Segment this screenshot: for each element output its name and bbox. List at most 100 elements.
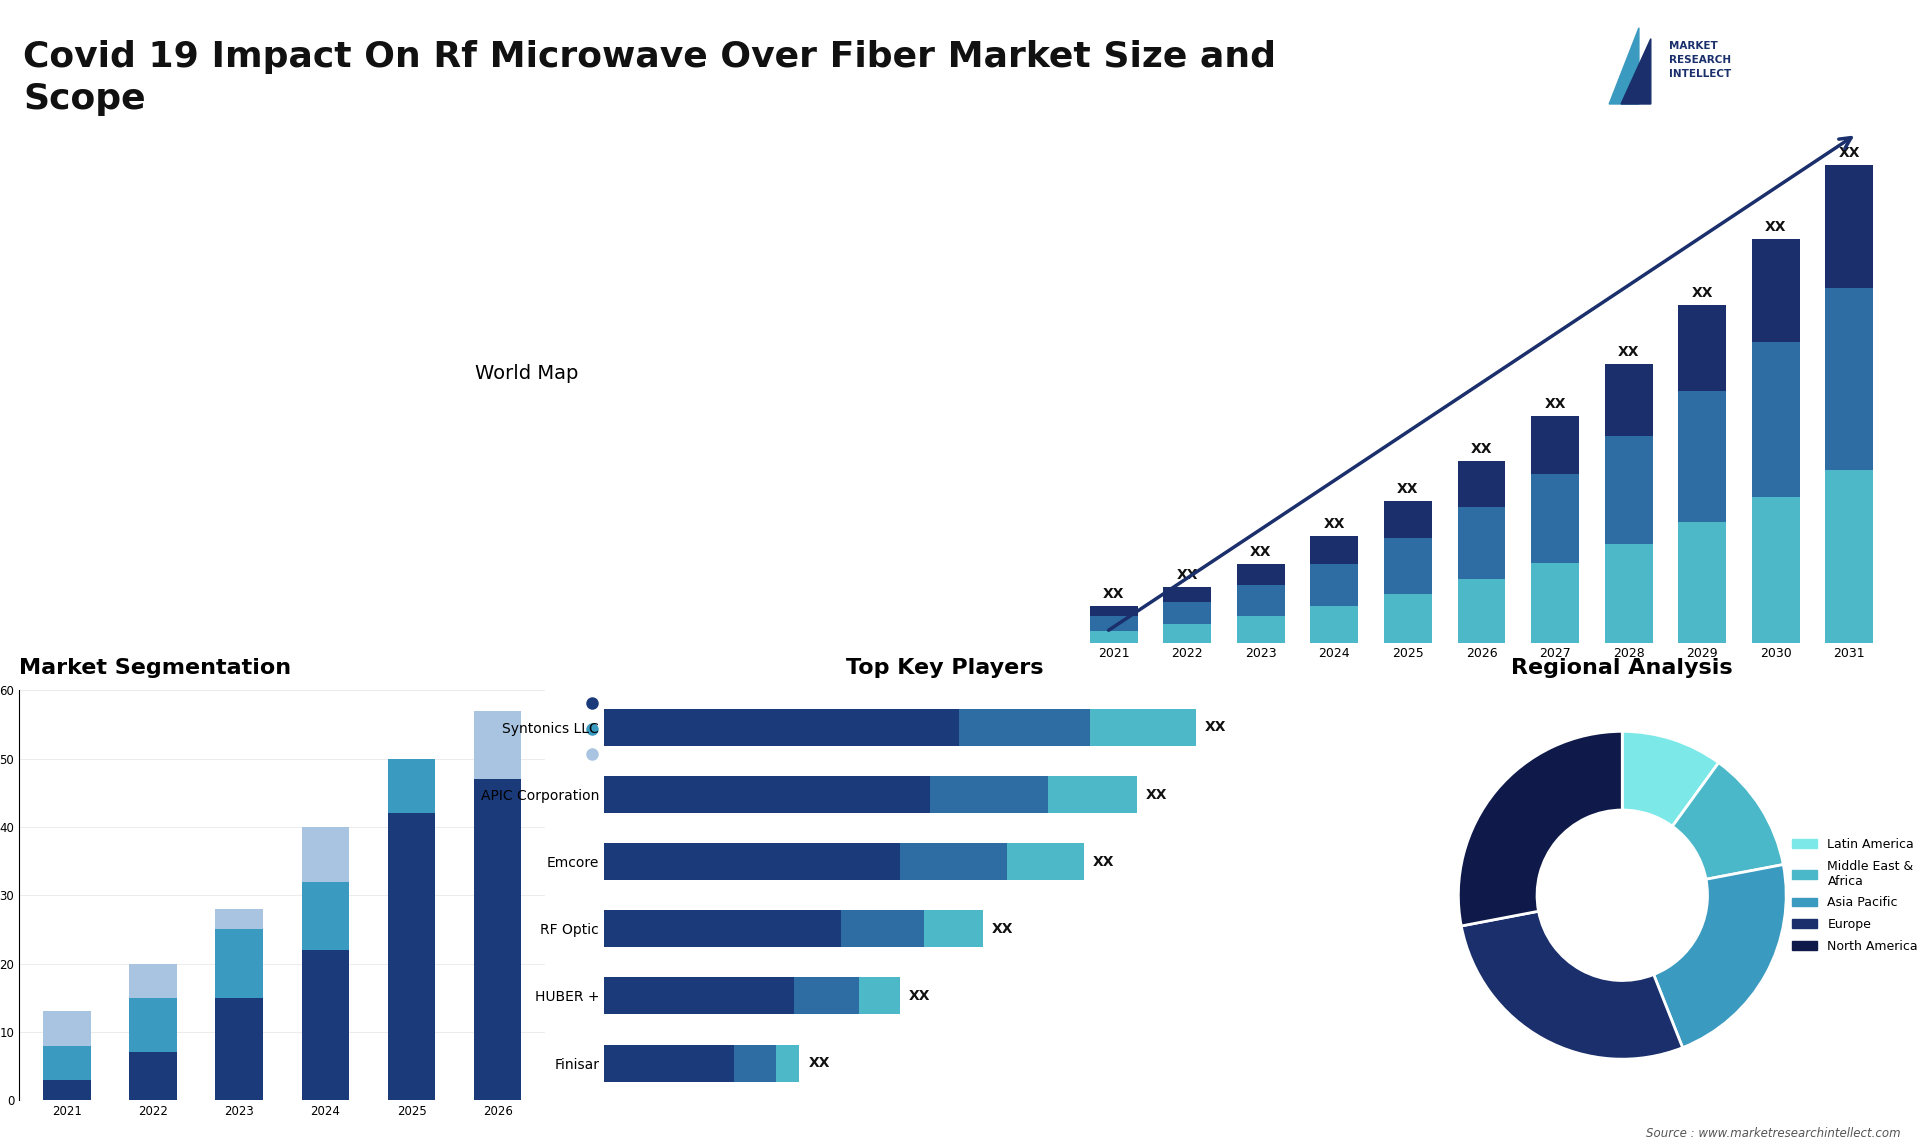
Bar xyxy=(1164,602,1212,625)
Bar xyxy=(929,776,1048,813)
Legend: Application, Product, Geography: Application, Product, Geography xyxy=(578,697,691,762)
Text: XX: XX xyxy=(1250,545,1271,559)
Bar xyxy=(1384,594,1432,643)
Bar xyxy=(605,709,960,746)
Bar xyxy=(215,909,263,929)
Bar xyxy=(388,814,436,1100)
Bar xyxy=(1236,564,1284,584)
Bar xyxy=(1678,392,1726,523)
Bar xyxy=(301,881,349,950)
Bar xyxy=(129,1052,177,1100)
Bar xyxy=(1006,843,1083,880)
Bar xyxy=(776,1045,799,1082)
Bar xyxy=(129,998,177,1052)
Text: MARKET
RESEARCH
INTELLECT: MARKET RESEARCH INTELLECT xyxy=(1668,41,1732,79)
Bar xyxy=(841,910,924,948)
Bar xyxy=(474,779,522,1100)
Bar xyxy=(1678,523,1726,643)
Text: XX: XX xyxy=(1146,787,1167,801)
Bar xyxy=(42,1080,90,1100)
Bar xyxy=(1384,539,1432,594)
Wedge shape xyxy=(1622,731,1718,826)
Bar xyxy=(1311,564,1357,606)
Text: Market Segmentation: Market Segmentation xyxy=(19,658,292,677)
Bar xyxy=(474,711,522,779)
Bar xyxy=(605,843,900,880)
Text: XX: XX xyxy=(1764,220,1786,234)
Bar xyxy=(1091,615,1137,630)
Bar xyxy=(605,910,841,948)
Bar xyxy=(301,827,349,881)
Bar xyxy=(733,1045,776,1082)
Bar xyxy=(858,978,900,1014)
Text: Source : www.marketresearchintellect.com: Source : www.marketresearchintellect.com xyxy=(1645,1128,1901,1140)
Bar xyxy=(1236,615,1284,643)
Bar xyxy=(1751,238,1799,343)
Text: XX: XX xyxy=(1692,286,1713,300)
Bar xyxy=(1826,470,1874,643)
Bar xyxy=(924,910,983,948)
Bar xyxy=(1164,625,1212,643)
Text: XX: XX xyxy=(1323,517,1346,531)
Text: XX: XX xyxy=(1471,441,1492,456)
Text: XX: XX xyxy=(1092,855,1114,869)
Bar xyxy=(42,1012,90,1045)
Bar xyxy=(1826,288,1874,470)
Text: XX: XX xyxy=(1544,398,1567,411)
Wedge shape xyxy=(1461,911,1682,1059)
Wedge shape xyxy=(1653,864,1786,1047)
Bar xyxy=(1091,606,1137,615)
Bar xyxy=(793,978,858,1014)
Legend: Latin America, Middle East &
Africa, Asia Pacific, Europe, North America: Latin America, Middle East & Africa, Asi… xyxy=(1793,838,1918,952)
Wedge shape xyxy=(1459,731,1622,926)
Bar xyxy=(1457,579,1505,643)
Bar xyxy=(1311,606,1357,643)
Bar xyxy=(1384,501,1432,539)
Text: XX: XX xyxy=(908,989,931,1003)
Bar xyxy=(1048,776,1137,813)
Wedge shape xyxy=(1672,762,1784,879)
Bar xyxy=(42,1045,90,1080)
Text: XX: XX xyxy=(1619,345,1640,360)
Bar xyxy=(129,964,177,998)
Bar xyxy=(1605,435,1653,544)
Bar xyxy=(1530,416,1578,474)
Bar xyxy=(1530,474,1578,563)
Text: XX: XX xyxy=(1206,721,1227,735)
Bar xyxy=(1530,563,1578,643)
Title: Top Key Players: Top Key Players xyxy=(847,658,1043,677)
Bar xyxy=(605,1045,733,1082)
Bar xyxy=(1457,461,1505,508)
Bar xyxy=(388,759,436,814)
Bar xyxy=(605,776,929,813)
Bar xyxy=(960,709,1089,746)
Bar xyxy=(1826,165,1874,288)
Text: XX: XX xyxy=(1102,587,1125,601)
Polygon shape xyxy=(1620,39,1651,104)
Bar xyxy=(1605,544,1653,643)
Text: XX: XX xyxy=(1839,146,1860,159)
Bar xyxy=(1678,305,1726,392)
Bar xyxy=(1457,508,1505,579)
Bar xyxy=(215,998,263,1100)
Bar xyxy=(605,978,793,1014)
Text: XX: XX xyxy=(1398,482,1419,496)
Text: XX: XX xyxy=(808,1057,829,1070)
Bar xyxy=(301,950,349,1100)
Title: Regional Analysis: Regional Analysis xyxy=(1511,658,1734,677)
Bar xyxy=(900,843,1006,880)
Text: XX: XX xyxy=(993,921,1014,936)
Bar xyxy=(1605,364,1653,435)
Bar xyxy=(1236,584,1284,615)
Text: XX: XX xyxy=(1177,568,1198,582)
Bar xyxy=(1164,588,1212,602)
Bar xyxy=(1089,709,1196,746)
Bar xyxy=(1751,497,1799,643)
Text: Covid 19 Impact On Rf Microwave Over Fiber Market Size and
Scope: Covid 19 Impact On Rf Microwave Over Fib… xyxy=(23,40,1277,116)
Bar xyxy=(215,929,263,998)
Polygon shape xyxy=(1609,28,1640,104)
Bar xyxy=(1311,535,1357,564)
Bar xyxy=(1751,343,1799,497)
Bar xyxy=(1091,630,1137,643)
Text: World Map: World Map xyxy=(474,363,578,383)
